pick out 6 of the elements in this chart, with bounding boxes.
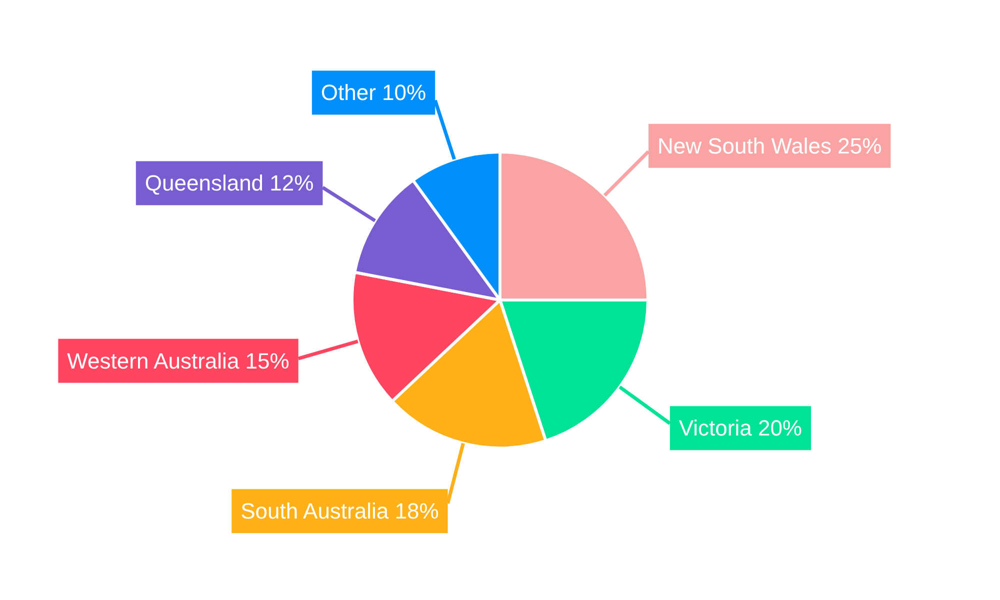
slice-label: Victoria 20%: [678, 416, 802, 441]
slice-label: South Australia 18%: [240, 498, 439, 524]
slice-label: New South Wales 25%: [657, 133, 882, 158]
slice-label: Other 10%: [320, 80, 426, 106]
slice-label: Queensland 12%: [144, 170, 314, 196]
slice-label: Western Australia 15%: [67, 348, 290, 374]
